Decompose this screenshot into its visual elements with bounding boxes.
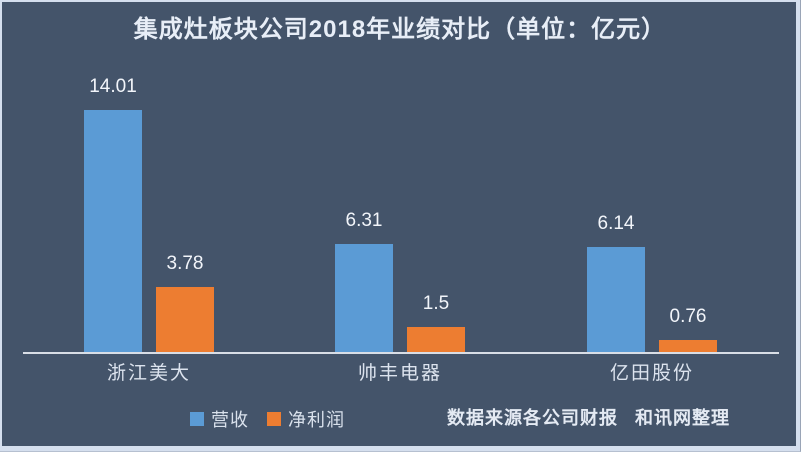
net-profit-swatch-icon — [267, 412, 281, 426]
category-label-0: 浙江美大 — [106, 363, 191, 384]
revenue-swatch-icon — [190, 412, 204, 426]
legend-label-net-profit: 净利润 — [288, 410, 345, 430]
legend: 营收 净利润 — [190, 406, 345, 432]
net-profit-bar-1 — [407, 327, 465, 353]
revenue-bar-0 — [84, 110, 142, 353]
revenue-bar-2 — [587, 247, 645, 353]
revenue-bar-1 — [335, 244, 393, 353]
legend-label-revenue: 营收 — [211, 410, 249, 430]
net-profit-value-label-2: 0.76 — [669, 306, 707, 327]
net-profit-bar-0 — [156, 287, 214, 353]
revenue-value-label-1: 6.31 — [345, 210, 383, 231]
net-profit-value-label-0: 3.78 — [166, 253, 204, 274]
data-source-note: 数据来源各公司财报 和讯网整理 — [447, 404, 730, 430]
revenue-value-label-2: 6.14 — [597, 213, 635, 234]
net-profit-value-label-1: 1.5 — [422, 293, 450, 314]
legend-item-net-profit: 净利润 — [267, 406, 345, 432]
legend-item-revenue: 营收 — [190, 406, 249, 432]
credit-text: 和讯网整理 — [635, 408, 730, 428]
category-label-2: 亿田股份 — [609, 363, 694, 384]
x-axis-line — [23, 352, 779, 354]
source-text: 数据来源各公司财报 — [447, 408, 618, 428]
chart-title: 集成灶板块公司2018年业绩对比（单位：亿元） — [133, 16, 667, 43]
revenue-value-label-0: 14.01 — [89, 76, 137, 97]
category-label-1: 帅丰电器 — [357, 363, 442, 384]
net-profit-bar-2 — [659, 340, 717, 353]
